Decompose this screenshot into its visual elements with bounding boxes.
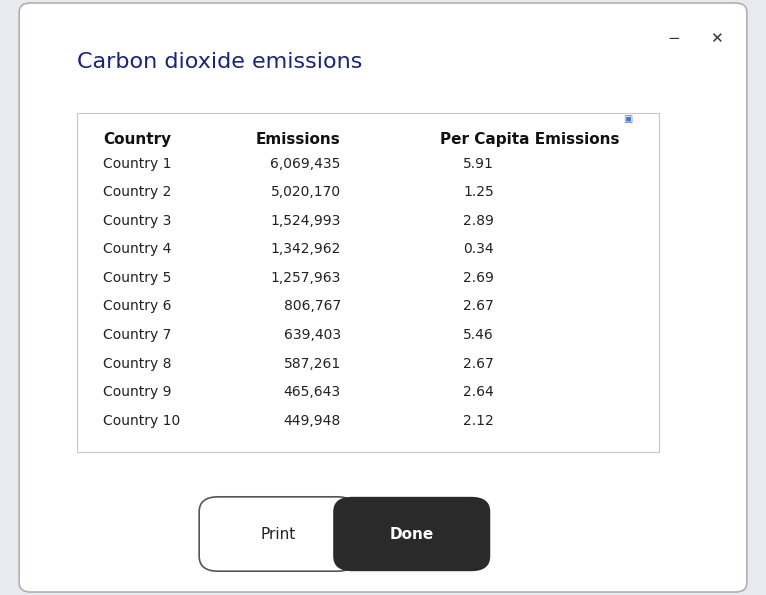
FancyBboxPatch shape [199,497,356,571]
Text: 2.12: 2.12 [463,414,494,428]
Text: 449,948: 449,948 [283,414,341,428]
Text: 465,643: 465,643 [283,385,341,399]
Text: ✕: ✕ [710,31,722,46]
Text: Country 8: Country 8 [103,356,172,371]
Text: Carbon dioxide emissions: Carbon dioxide emissions [77,52,362,73]
Text: 0.34: 0.34 [463,242,494,256]
Text: Country 6: Country 6 [103,299,172,314]
Text: Per Capita Emissions: Per Capita Emissions [440,132,620,148]
Text: 5.91: 5.91 [463,156,494,171]
Text: 6,069,435: 6,069,435 [270,156,341,171]
FancyBboxPatch shape [19,3,747,592]
Text: 2.67: 2.67 [463,356,494,371]
Text: Country 1: Country 1 [103,156,172,171]
Text: 806,767: 806,767 [283,299,341,314]
Text: 5,020,170: 5,020,170 [270,185,341,199]
Text: Country 10: Country 10 [103,414,181,428]
Text: Print: Print [260,527,296,541]
FancyBboxPatch shape [77,113,659,452]
Text: Country 9: Country 9 [103,385,172,399]
Text: 2.89: 2.89 [463,214,494,228]
Text: −: − [668,31,680,46]
Text: Country: Country [103,132,172,148]
Text: Emissions: Emissions [256,132,341,148]
Text: 1.25: 1.25 [463,185,494,199]
Text: 639,403: 639,403 [283,328,341,342]
Text: 1,342,962: 1,342,962 [270,242,341,256]
FancyBboxPatch shape [333,497,490,571]
Text: Country 2: Country 2 [103,185,172,199]
Text: Country 5: Country 5 [103,271,172,285]
Text: 2.64: 2.64 [463,385,494,399]
Text: 1,524,993: 1,524,993 [270,214,341,228]
Text: 2.69: 2.69 [463,271,494,285]
Text: Country 3: Country 3 [103,214,172,228]
Text: 5.46: 5.46 [463,328,494,342]
Text: ▣: ▣ [624,114,633,124]
Text: Done: Done [390,527,434,541]
Text: Country 4: Country 4 [103,242,172,256]
Text: 1,257,963: 1,257,963 [270,271,341,285]
Text: 2.67: 2.67 [463,299,494,314]
Text: Country 7: Country 7 [103,328,172,342]
Text: 587,261: 587,261 [283,356,341,371]
